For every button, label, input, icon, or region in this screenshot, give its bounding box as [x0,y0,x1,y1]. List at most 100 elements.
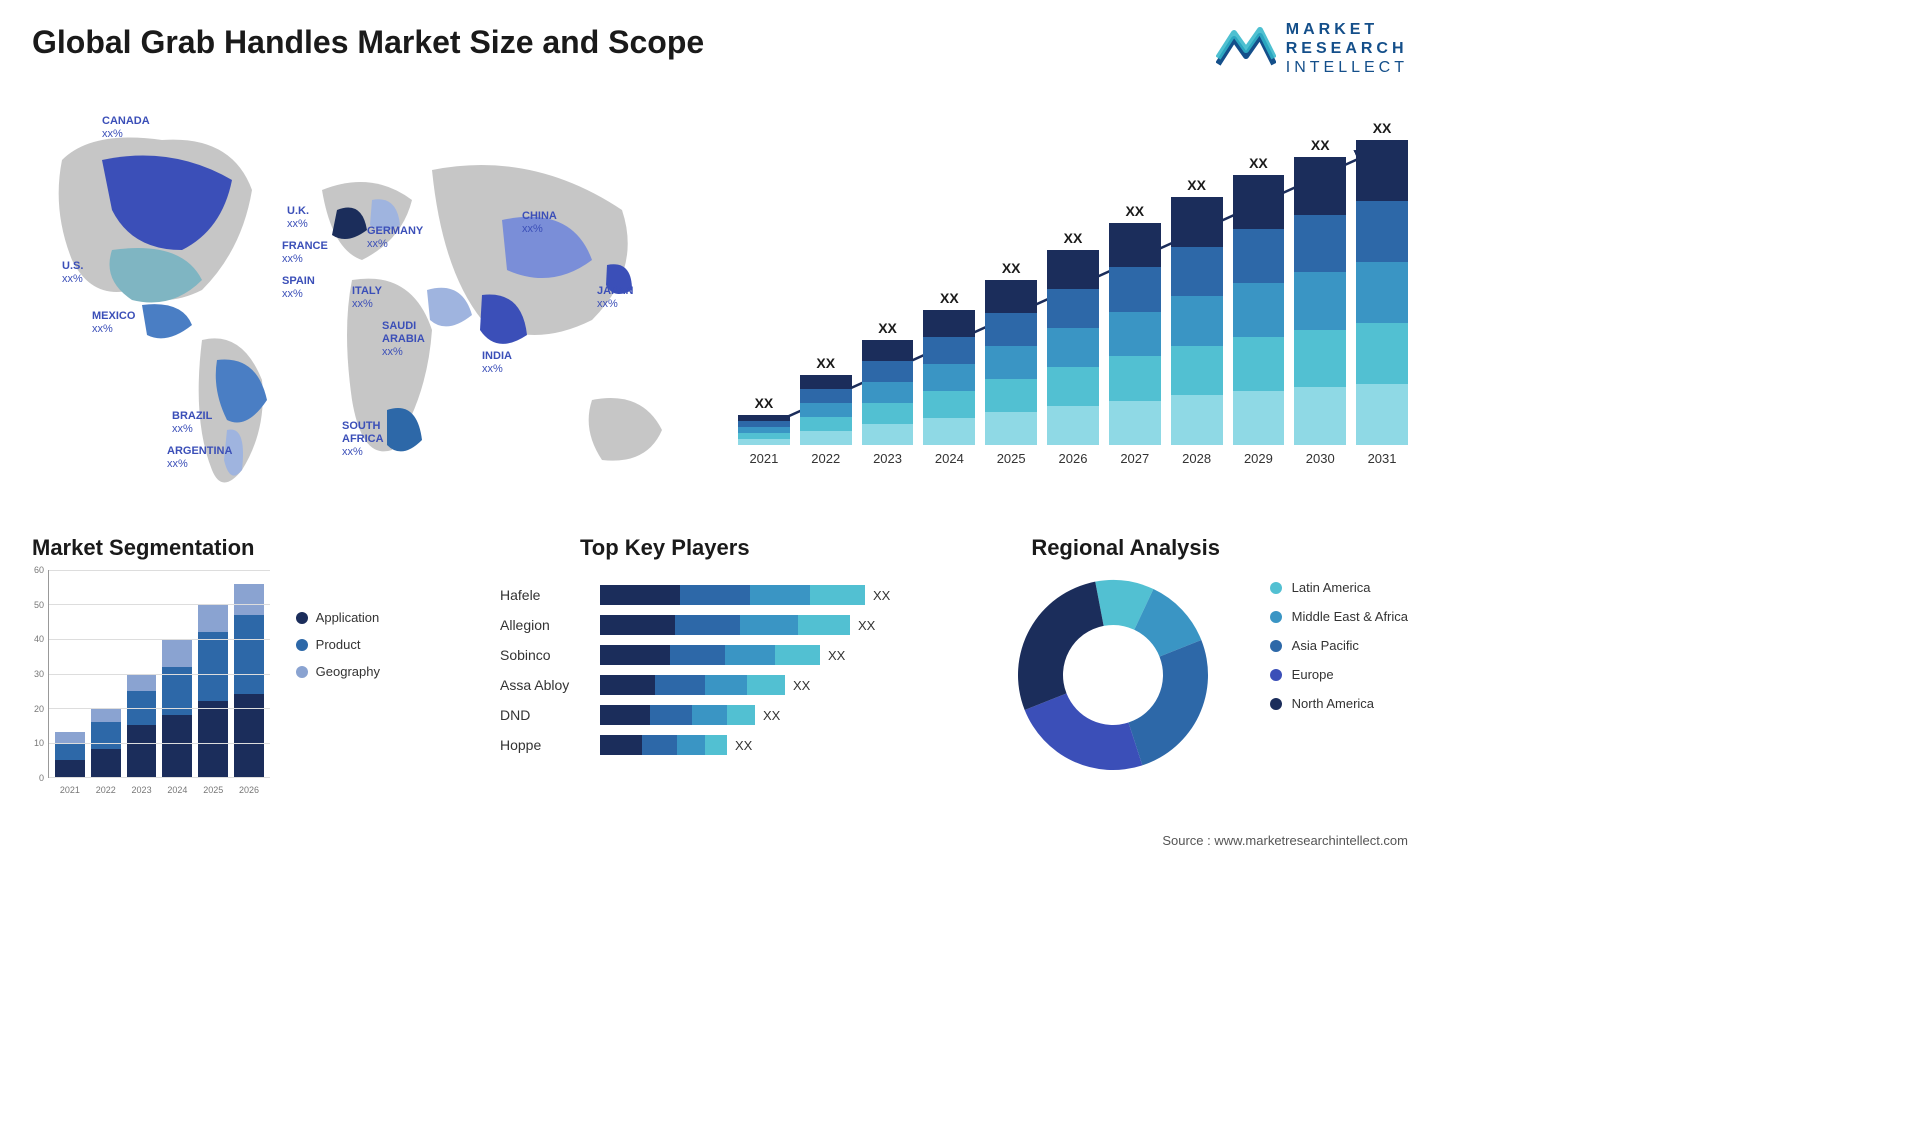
bar-value-label: XX [1311,137,1330,153]
growth-bar: XX 2021 [738,395,790,466]
map-label: INDIAxx% [482,350,512,376]
map-label: BRAZILxx% [172,410,212,436]
xtick-label: 2025 [203,785,223,795]
brand-logo: MARKET RESEARCH INTELLECT [1216,20,1408,78]
xtick-label: 2026 [239,785,259,795]
growth-bar: XX 2024 [923,290,975,466]
bar-value-label: XX [1187,177,1206,193]
player-name: Assa Abloy [500,670,569,700]
player-name: Allegion [500,610,569,640]
ytick-label: 0 [39,773,44,783]
bar-value-label: XX [755,395,774,411]
growth-bar: XX 2030 [1294,137,1346,466]
player-bar-row: XX [600,580,970,610]
player-bar-row: XX [600,670,970,700]
legend-item: Asia Pacific [1270,638,1408,653]
legend-item: Latin America [1270,580,1408,595]
xtick-label: 2024 [167,785,187,795]
player-bar-row: XX [600,610,970,640]
year-label: 2024 [935,451,964,466]
players-header: Top Key Players [580,535,750,561]
map-mexico [142,304,192,338]
page-title: Global Grab Handles Market Size and Scop… [32,24,704,61]
world-map: CANADAxx% U.S.xx% MEXICOxx% BRAZILxx% ARGENT… [32,100,692,500]
segmentation-chart: 0102030405060 202120222023202420252026 A… [20,570,380,800]
regional-legend: Latin America Middle East & Africa Asia Pa… [1270,580,1408,725]
xtick-label: 2022 [96,785,116,795]
year-label: 2030 [1306,451,1335,466]
year-label: 2031 [1368,451,1397,466]
bar-value-label: XX [1002,260,1021,276]
player-value: XX [828,648,845,663]
map-label: GERMANYxx% [367,225,423,251]
ytick-label: 40 [34,634,44,644]
legend-item: Geography [296,664,380,679]
player-value: XX [858,618,875,633]
donut-slice [1025,693,1143,770]
growth-bar: XX 2026 [1047,230,1099,466]
map-label: CHINAxx% [522,210,557,236]
regional-header: Regional Analysis [1031,535,1220,561]
map-safrica [387,408,422,451]
growth-bar: XX 2031 [1356,120,1408,466]
legend-item: North America [1270,696,1408,711]
player-value: XX [763,708,780,723]
growth-bar: XX 2027 [1109,203,1161,466]
legend-item: Middle East & Africa [1270,609,1408,624]
year-label: 2021 [749,451,778,466]
year-label: 2023 [873,451,902,466]
bar-value-label: XX [1064,230,1083,246]
ytick-label: 20 [34,704,44,714]
year-label: 2026 [1059,451,1088,466]
bar-value-label: XX [940,290,959,306]
map-label: JAPANxx% [597,285,633,311]
map-label: MEXICOxx% [92,310,135,336]
regional-chart: Latin America Middle East & Africa Asia Pa… [1008,570,1408,790]
ytick-label: 10 [34,738,44,748]
bar-value-label: XX [1373,120,1392,136]
player-bar-row: XX [600,700,970,730]
bar-value-label: XX [816,355,835,371]
legend-item: Application [296,610,380,625]
ytick-label: 50 [34,600,44,610]
year-label: 2028 [1182,451,1211,466]
player-name: Hoppe [500,730,569,760]
ytick-label: 60 [34,565,44,575]
logo-line-3: INTELLECT [1286,58,1408,77]
player-value: XX [735,738,752,753]
xtick-label: 2021 [60,785,80,795]
bar-value-label: XX [878,320,897,336]
map-label: ITALYxx% [352,285,382,311]
year-label: 2029 [1244,451,1273,466]
map-label: SPAINxx% [282,275,315,301]
legend-item: Product [296,637,380,652]
player-value: XX [793,678,810,693]
year-label: 2027 [1120,451,1149,466]
growth-bar: XX 2025 [985,260,1037,466]
growth-bar: XX 2028 [1171,177,1223,466]
source-text: Source : www.marketresearchintellect.com [1162,833,1408,848]
donut-slice [1128,640,1208,765]
map-label: FRANCExx% [282,240,328,266]
donut-svg [1008,570,1218,780]
ytick-label: 30 [34,669,44,679]
donut-slice [1018,582,1104,710]
map-label: CANADAxx% [102,115,150,141]
year-label: 2022 [811,451,840,466]
player-bar-row: XX [600,640,970,670]
bar-value-label: XX [1249,155,1268,171]
segmentation-header: Market Segmentation [32,535,255,561]
year-label: 2025 [997,451,1026,466]
map-label: SAUDIARABIAxx% [382,320,425,360]
map-label: U.S.xx% [62,260,83,286]
growth-bar: XX 2029 [1233,155,1285,466]
legend-item: Europe [1270,667,1408,682]
player-name: Sobinco [500,640,569,670]
map-label: ARGENTINAxx% [167,445,232,471]
player-name: Hafele [500,580,569,610]
logo-line-1: MARKET [1286,20,1408,39]
bar-value-label: XX [1125,203,1144,219]
player-value: XX [873,588,890,603]
player-bar-row: XX [600,730,970,760]
growth-bar: XX 2022 [800,355,852,466]
